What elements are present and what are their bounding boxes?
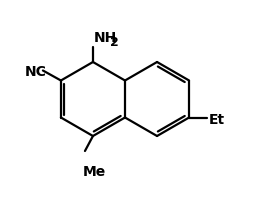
Text: Et: Et [209, 113, 225, 128]
Text: Me: Me [83, 165, 106, 179]
Text: NH: NH [94, 31, 117, 45]
Text: 2: 2 [110, 36, 119, 49]
Text: NC: NC [25, 65, 47, 79]
